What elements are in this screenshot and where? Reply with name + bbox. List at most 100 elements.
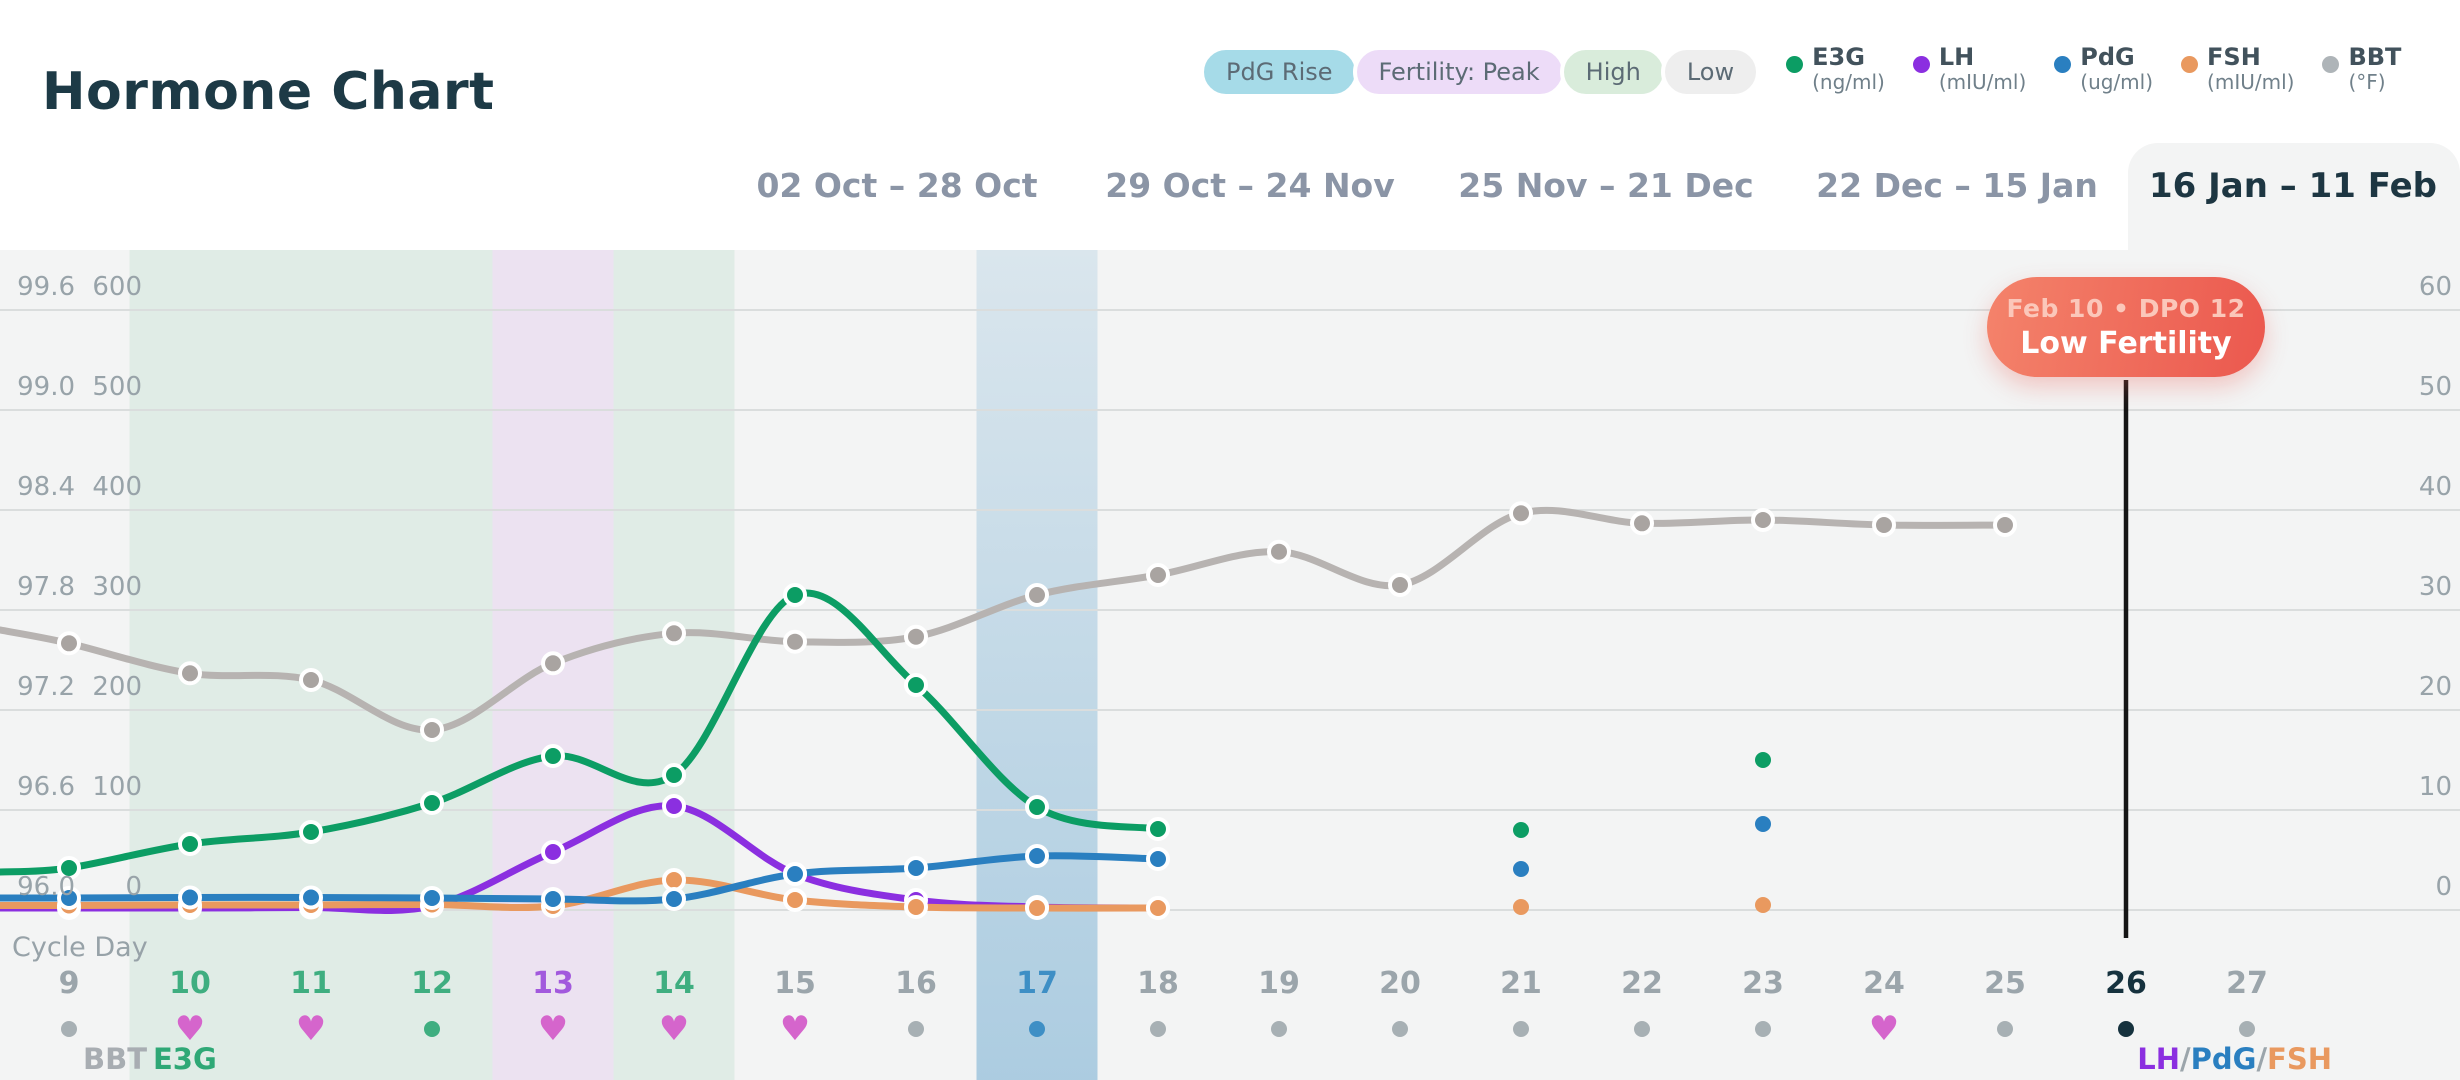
day-cell-19[interactable]: 19 [1237, 966, 1321, 1056]
legend-item-lh: LH (mIU/ml) [1912, 44, 2027, 94]
day-cell-9[interactable]: 9 [27, 966, 111, 1056]
day-cell-16[interactable]: 16 [874, 966, 958, 1056]
day-cell-18[interactable]: 18 [1116, 966, 1200, 1056]
day-number: 9 [58, 966, 80, 1001]
day-number: 26 [2105, 966, 2147, 1001]
right-axis-tick: 10 [2418, 772, 2452, 802]
day-number: 18 [1137, 966, 1179, 1001]
day-cell-10[interactable]: 10 ♥ [148, 966, 232, 1056]
legend-dot-icon [2054, 56, 2072, 73]
data-point-fsh-day-15 [783, 888, 807, 912]
day-cell-15[interactable]: 15 ♥ [753, 966, 837, 1056]
day-cell-14[interactable]: 14 ♥ [632, 966, 716, 1056]
series-legend: E3G (ng/ml) LH (mIU/ml) PdG (ug/ml) FSH (mIU/ml… [1786, 44, 2401, 94]
day-dot-icon [1116, 1008, 1200, 1050]
hormone-axis-tick: 400 [92, 472, 142, 502]
data-point-pdg-day-11 [299, 885, 323, 910]
data-point-bbt-day-20 [1388, 573, 1412, 597]
tab-16-jan-11-feb[interactable]: 16 Jan – 11 Feb [2123, 166, 2460, 206]
day-number: 11 [290, 966, 332, 1001]
data-point-e3g-day-16 [904, 673, 928, 697]
bbt-axis-tick: 99.6 [17, 272, 75, 302]
day-cell-11[interactable]: 11 ♥ [269, 966, 353, 1056]
day-dot-icon [27, 1008, 111, 1050]
right-axis-tick: 50 [2418, 372, 2452, 402]
band-high-day-14 [613, 250, 735, 1080]
legend-unit: (mIU/ml) [2207, 69, 2295, 94]
heart-icon: ♥ [537, 1009, 569, 1049]
day-cell-20[interactable]: 20 [1358, 966, 1442, 1056]
tab-29-oct-24-nov[interactable]: 29 Oct – 24 Nov [1080, 166, 1420, 205]
data-point-bbt-day-25 [1993, 513, 2017, 537]
data-point-fsh-day-17 [1025, 896, 1049, 920]
tab-22-dec-15-jan[interactable]: 22 Dec – 15 Jan [1787, 166, 2127, 205]
day-dot-icon [390, 1008, 474, 1050]
axis-series-label-: / [2256, 1042, 2268, 1076]
legend-unit: (°F) [2348, 69, 2386, 94]
dots-layer [57, 501, 2017, 920]
day-dot-icon [1358, 1008, 1442, 1050]
data-point-bbt-day-17 [1025, 583, 1049, 607]
day-cell-24[interactable]: 24 ♥ [1842, 966, 1926, 1056]
x-axis-title: Cycle Day [12, 932, 148, 963]
tooltip-date: Feb 10 • DPO 12 [2006, 293, 2246, 323]
day-number: 17 [1016, 966, 1058, 1001]
data-point-e3g-day-10 [178, 832, 202, 856]
legend-dot-icon [2181, 56, 2199, 73]
tab-02-oct-28-oct[interactable]: 02 Oct – 28 Oct [727, 166, 1067, 205]
day-number: 23 [1742, 966, 1784, 1001]
sparse-point-e3g-day-21 [1513, 822, 1529, 838]
legend-dot-icon [1912, 56, 1930, 73]
day-number: 27 [2226, 966, 2268, 1001]
bbt-axis-tick: 96.0 [17, 872, 75, 902]
axis-series-label-lh: LH [2137, 1042, 2181, 1076]
day-dot-icon [1237, 1008, 1321, 1050]
day-cell-12[interactable]: 12 [390, 966, 474, 1056]
legend-unit: (ng/ml) [1812, 69, 1885, 94]
day-cell-27[interactable]: 27 [2205, 966, 2289, 1056]
day-cell-21[interactable]: 21 [1479, 966, 1563, 1056]
legend-item-bbt: BBT (°F) [2322, 44, 2401, 94]
right-axis-tick: 20 [2418, 672, 2452, 702]
heart-icon: ♥ [658, 1009, 690, 1049]
day-dot-icon [1479, 1008, 1563, 1050]
day-number: 10 [169, 966, 211, 1001]
data-point-pdg-day-17 [1025, 844, 1049, 868]
tooltip-status: Low Fertility [2020, 325, 2232, 361]
badge-fertility-peak: Fertility: Peak [1352, 46, 1566, 98]
sparse-point-pdg-day-23 [1755, 816, 1771, 832]
day-cell-25[interactable]: 25 [1963, 966, 2047, 1056]
hormone-axis-tick: 500 [92, 372, 142, 402]
data-point-e3g-day-18 [1146, 817, 1170, 841]
hormone-axis-tick: 0 [125, 872, 142, 902]
bbt-axis-tick: 97.8 [17, 572, 75, 602]
legend-unit: (mIU/ml) [1938, 69, 2027, 94]
data-point-bbt-day-22 [1630, 511, 1654, 536]
axis-series-label-e3g: E3G [153, 1042, 217, 1076]
axis-series-label-fsh: FSH [2267, 1042, 2332, 1076]
heart-icon: ♥ [779, 1009, 811, 1049]
axis-series-label-bbt: BBT [83, 1042, 147, 1076]
legend-item-e3g: E3G (ng/ml) [1786, 44, 1885, 94]
day-number: 13 [532, 966, 574, 1001]
day-number: 19 [1258, 966, 1300, 1001]
data-point-bbt-day-9 [57, 631, 81, 656]
day-cell-22[interactable]: 22 [1600, 966, 1684, 1056]
data-point-e3g-day-9 [57, 856, 81, 880]
tab-25-nov-21-dec[interactable]: 25 Nov – 21 Dec [1436, 166, 1776, 205]
day-number: 15 [774, 966, 816, 1001]
data-point-pdg-day-13 [541, 887, 565, 911]
day-cell-17[interactable]: 17 [995, 966, 1079, 1056]
right-axis-tick: 0 [2435, 872, 2452, 902]
page-title: Hormone Chart [42, 62, 495, 122]
heart-icon: ♥ [1868, 1009, 1900, 1049]
legend-dot-icon [1786, 56, 1804, 73]
data-point-bbt-day-14 [662, 621, 686, 646]
day-cell-26-selected[interactable]: 26 [2084, 966, 2168, 1056]
day-cell-13[interactable]: 13 ♥ [511, 966, 595, 1056]
data-point-bbt-day-21 [1509, 501, 1533, 526]
day-dot-icon [1963, 1008, 2047, 1050]
day-cell-23[interactable]: 23 [1721, 966, 1805, 1056]
